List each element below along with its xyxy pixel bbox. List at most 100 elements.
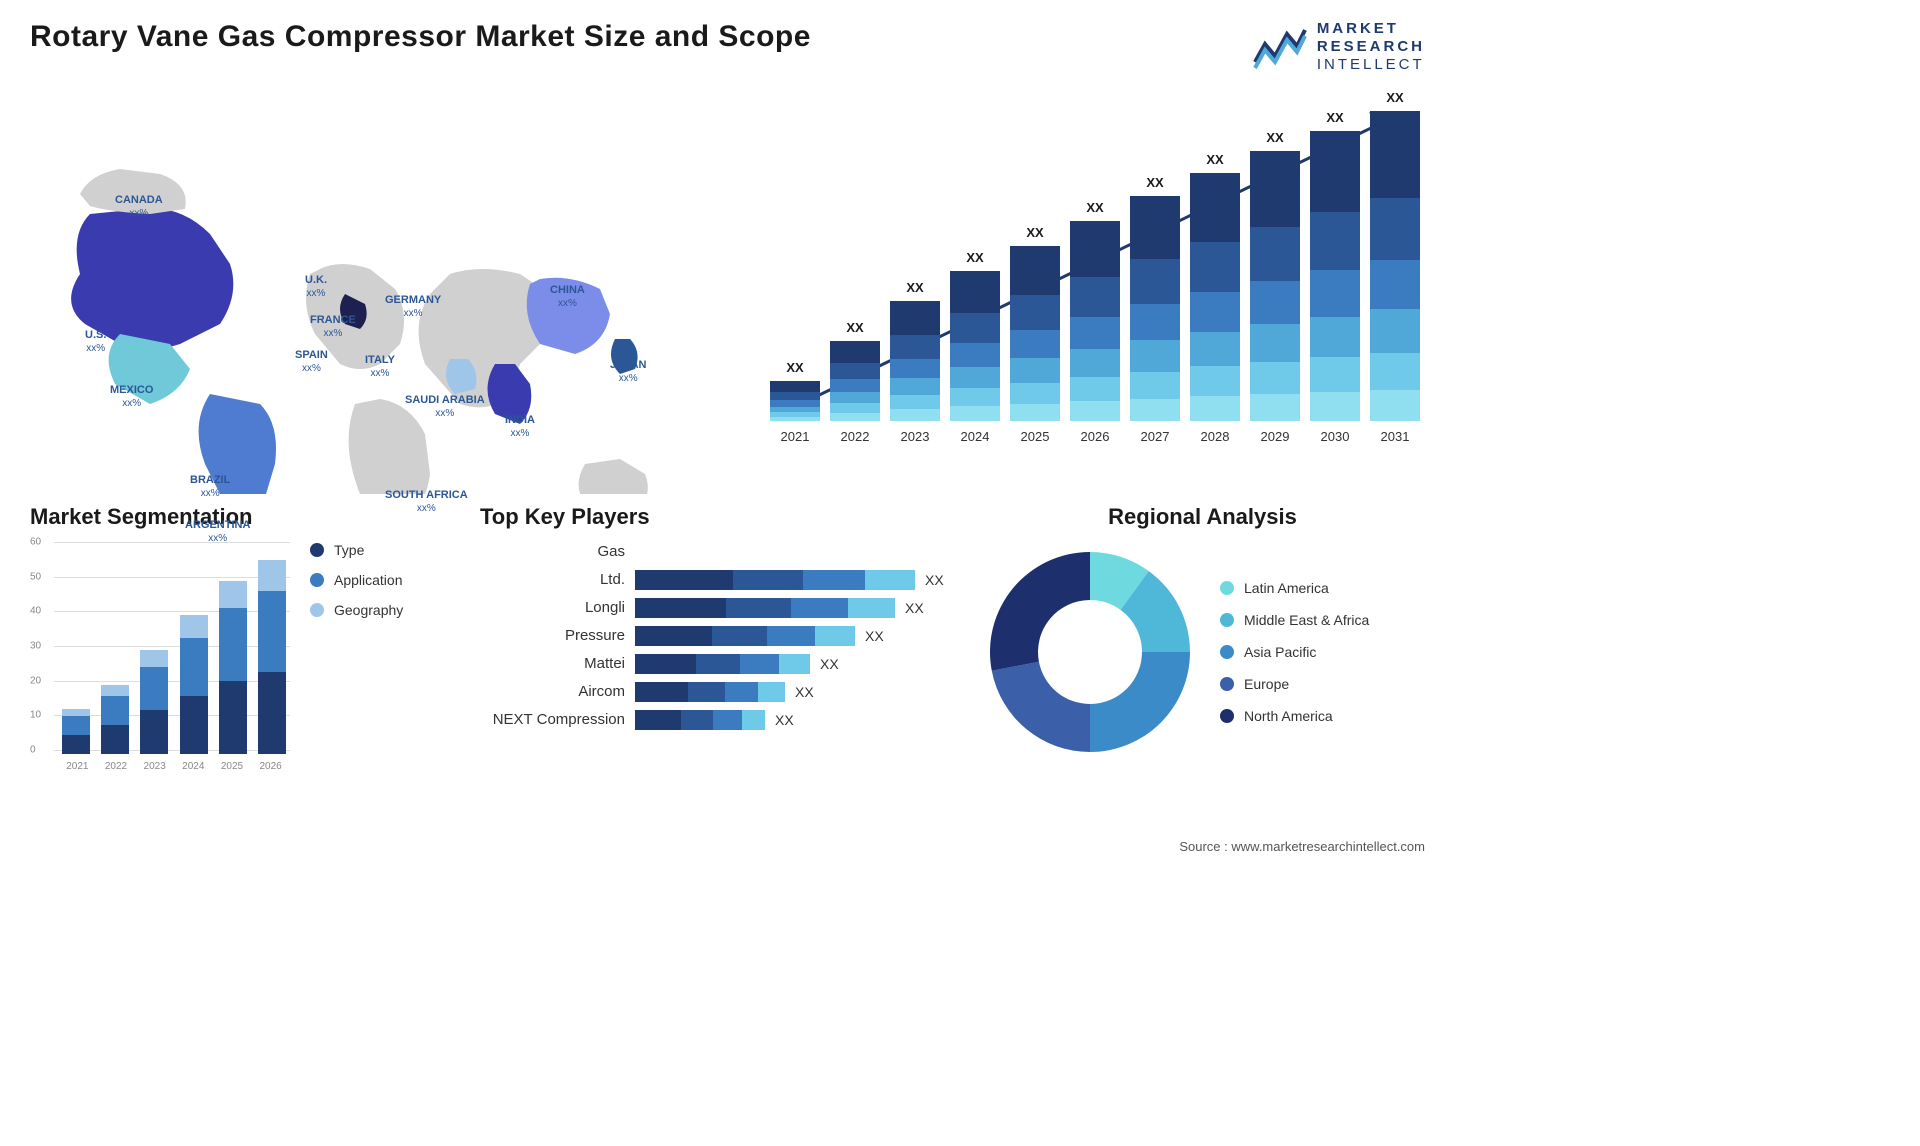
x-tick: 2023 <box>144 761 166 772</box>
legend-dot-icon <box>310 543 324 557</box>
map-svg <box>30 94 730 494</box>
legend-item: Middle East & Africa <box>1220 612 1369 628</box>
regional-chart: Latin America Middle East & Africa Asia Pa… <box>980 542 1425 762</box>
player-bar <box>635 598 895 618</box>
growth-bar <box>1190 173 1240 421</box>
legend-label: Middle East & Africa <box>1244 612 1369 628</box>
legend-dot-icon <box>310 603 324 617</box>
logo-line3: INTELLECT <box>1317 56 1425 74</box>
growth-col: XX2026 <box>1070 200 1120 444</box>
player-row: XX <box>635 598 960 618</box>
legend-label: Asia Pacific <box>1244 644 1316 660</box>
growth-value: XX <box>1086 200 1103 215</box>
y-tick: 10 <box>30 710 41 721</box>
donut-segment <box>990 552 1090 671</box>
players-chart: GasLtd.LongliPressureMatteiAircomNEXT Co… <box>480 542 960 730</box>
page-title: Rotary Vane Gas Compressor Market Size a… <box>30 20 811 54</box>
map-label: MEXICOxx% <box>110 384 153 410</box>
player-value: XX <box>820 656 839 672</box>
map-label: SPAINxx% <box>295 349 328 375</box>
player-row: XX <box>635 626 960 646</box>
legend-item: Asia Pacific <box>1220 644 1369 660</box>
x-tick: 2025 <box>221 761 243 772</box>
regional-title: Regional Analysis <box>980 504 1425 530</box>
growth-bar <box>1130 196 1180 421</box>
x-tick: 2021 <box>66 761 88 772</box>
growth-year: 2027 <box>1141 429 1170 444</box>
player-row: XX <box>635 654 960 674</box>
map-label: U.K.xx% <box>305 274 327 300</box>
legend-label: Geography <box>334 602 403 618</box>
logo-line2: RESEARCH <box>1317 38 1425 56</box>
x-tick: 2024 <box>182 761 204 772</box>
growth-col: XX2029 <box>1250 130 1300 444</box>
segmentation-chart: 0102030405060202120222023202420252026 Ty… <box>30 542 460 772</box>
growth-col: XX2031 <box>1370 90 1420 444</box>
world-map: CANADAxx%U.S.xx%MEXICOxx%BRAZILxx%ARGENT… <box>30 94 730 494</box>
seg-bar <box>219 581 247 754</box>
growth-bar <box>950 271 1000 421</box>
growth-year: 2031 <box>1381 429 1410 444</box>
player-bar <box>635 626 855 646</box>
legend-item: North America <box>1220 708 1369 724</box>
player-value: XX <box>865 628 884 644</box>
y-tick: 60 <box>30 537 41 548</box>
legend-label: Europe <box>1244 676 1289 692</box>
growth-bar <box>1370 111 1420 421</box>
player-value: XX <box>795 684 814 700</box>
map-label: ITALYxx% <box>365 354 395 380</box>
growth-chart: XX2021XX2022XX2023XX2024XX2025XX2026XX20… <box>760 94 1430 494</box>
growth-bar <box>830 341 880 421</box>
x-tick: 2022 <box>105 761 127 772</box>
legend-dot-icon <box>1220 677 1234 691</box>
player-bar <box>635 654 810 674</box>
seg-bar <box>140 650 168 754</box>
brand-logo: MARKET RESEARCH INTELLECT <box>1253 20 1425 74</box>
growth-col: XX2023 <box>890 280 940 444</box>
growth-value: XX <box>1146 175 1163 190</box>
donut-icon <box>980 542 1200 762</box>
growth-year: 2023 <box>901 429 930 444</box>
player-name: NEXT Compression <box>493 710 625 730</box>
player-bar <box>635 682 785 702</box>
legend-label: Latin America <box>1244 580 1329 596</box>
growth-value: XX <box>846 320 863 335</box>
player-value: XX <box>775 712 794 728</box>
growth-col: XX2028 <box>1190 152 1240 444</box>
y-tick: 0 <box>30 745 36 756</box>
player-name: Longli <box>585 598 625 618</box>
y-tick: 40 <box>30 606 41 617</box>
logo-line1: MARKET <box>1317 20 1425 38</box>
map-label: FRANCExx% <box>310 314 356 340</box>
legend-dot-icon <box>1220 645 1234 659</box>
map-label: INDIAxx% <box>505 414 535 440</box>
growth-bar <box>1070 221 1120 421</box>
player-row: XX <box>635 710 960 730</box>
legend-dot-icon <box>1220 581 1234 595</box>
growth-col: XX2021 <box>770 360 820 444</box>
growth-col: XX 2027 <box>1130 175 1180 444</box>
growth-col: XX2024 <box>950 250 1000 444</box>
x-tick: 2026 <box>259 761 281 772</box>
legend-item: Type <box>310 542 403 558</box>
players-title: Top Key Players <box>480 504 960 530</box>
player-value: XX <box>905 600 924 616</box>
legend-dot-icon <box>310 573 324 587</box>
growth-bar <box>1250 151 1300 421</box>
legend-label: North America <box>1244 708 1333 724</box>
growth-year: 2025 <box>1021 429 1050 444</box>
legend-dot-icon <box>1220 613 1234 627</box>
growth-bar <box>770 381 820 421</box>
player-bar <box>635 570 915 590</box>
legend-label: Type <box>334 542 364 558</box>
growth-value: XX <box>786 360 803 375</box>
growth-col: XX2025 <box>1010 225 1060 444</box>
growth-value: XX <box>1206 152 1223 167</box>
growth-col: XX2022 <box>830 320 880 444</box>
seg-bar <box>258 560 286 754</box>
logo-icon <box>1253 22 1307 72</box>
seg-bar <box>101 685 129 754</box>
y-tick: 30 <box>30 641 41 652</box>
growth-year: 2024 <box>961 429 990 444</box>
y-tick: 20 <box>30 675 41 686</box>
